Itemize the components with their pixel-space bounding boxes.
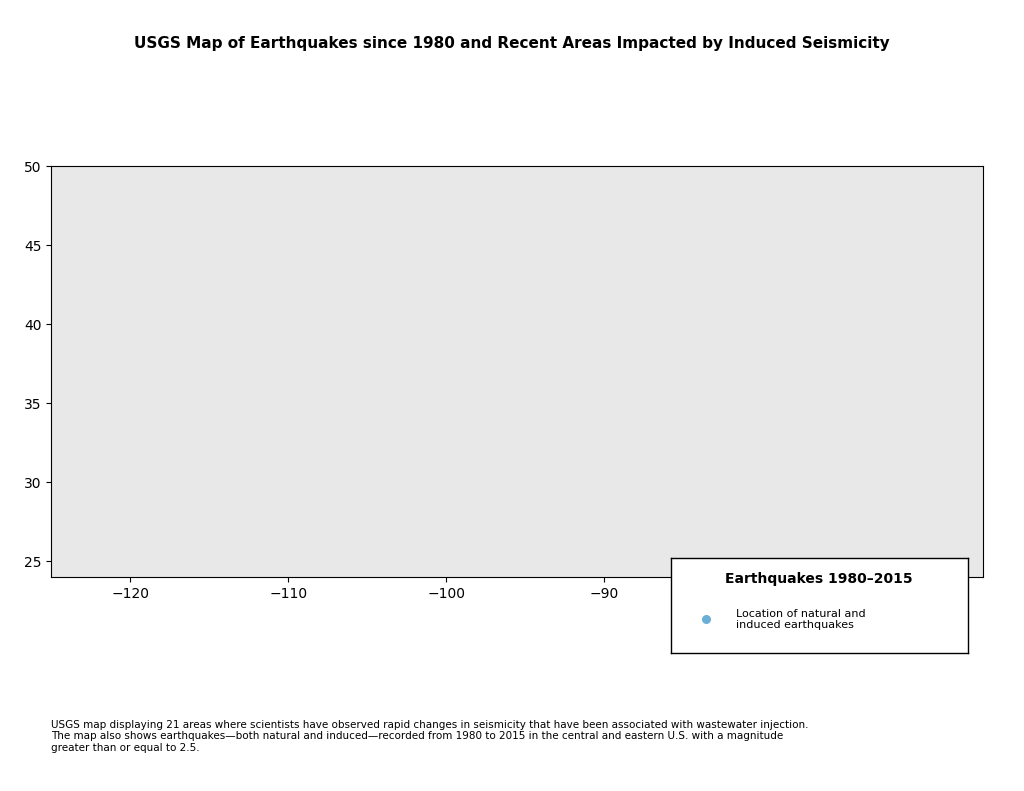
Text: Location of natural and
induced earthquakes: Location of natural and induced earthqua…: [736, 608, 865, 630]
Text: USGS Map of Earthquakes since 1980 and Recent Areas Impacted by Induced Seismici: USGS Map of Earthquakes since 1980 and R…: [134, 36, 890, 51]
Text: USGS map displaying 21 areas where scientists have observed rapid changes in sei: USGS map displaying 21 areas where scien…: [51, 720, 809, 753]
Text: Earthquakes 1980–2015: Earthquakes 1980–2015: [725, 572, 913, 586]
